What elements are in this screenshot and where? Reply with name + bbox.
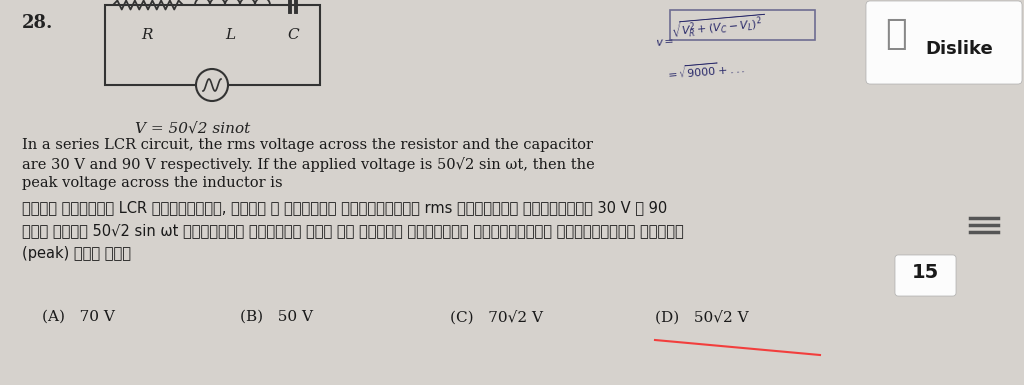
FancyBboxPatch shape — [866, 1, 1022, 84]
Text: In a series LCR circuit, the rms voltage across the resistor and the capacitor: In a series LCR circuit, the rms voltage… — [22, 138, 593, 152]
Text: peak voltage across the inductor is: peak voltage across the inductor is — [22, 176, 283, 190]
Text: 👎: 👎 — [885, 17, 906, 51]
Circle shape — [196, 69, 228, 101]
Text: $v = $: $v = $ — [655, 36, 675, 48]
Text: (peak) মান হবে: (peak) মান হবে — [22, 246, 131, 261]
Text: একটি শ্রেণী LCR বর্তনীতে, রোধক ও ধারকের প্রান্তীয় rms ভোল্টেজ যথাক্রমে 30 V ও 90: একটি শ্রেণী LCR বর্তনীতে, রোধক ও ধারকের … — [22, 200, 668, 215]
Bar — [105, 5, 319, 85]
Text: (A)   70 V: (A) 70 V — [42, 310, 115, 324]
Text: (C)   70√2 V: (C) 70√2 V — [450, 310, 543, 324]
Text: (B)   50 V: (B) 50 V — [240, 310, 313, 324]
Text: $= \sqrt{9000} + ...$: $= \sqrt{9000} + ...$ — [665, 58, 746, 82]
Text: 15: 15 — [911, 263, 939, 282]
Bar — [670, 10, 815, 40]
Text: R: R — [141, 28, 153, 42]
Text: V = 50√2 sinot: V = 50√2 sinot — [135, 121, 250, 135]
Text: $\sqrt{V_R^2 + (V_C - V_L)^2}$: $\sqrt{V_R^2 + (V_C - V_L)^2}$ — [670, 13, 766, 42]
Text: L: L — [225, 28, 236, 42]
FancyBboxPatch shape — [895, 255, 956, 296]
Text: (D)   50√2 V: (D) 50√2 V — [655, 310, 749, 324]
Text: 28.: 28. — [22, 14, 53, 32]
Text: যদি উৎসে 50√2 sin ωt ভোল্টেজ প্রযোগ করা হয় তাহলে আবেশকের প্রান্তীয় ভোল্টেজের শীর: যদি উৎসে 50√2 sin ωt ভোল্টেজ প্রযোগ করা … — [22, 223, 684, 238]
Text: are 30 V and 90 V respectively. If the applied voltage is 50√2 sin ωt, then the: are 30 V and 90 V respectively. If the a… — [22, 157, 595, 172]
Text: Dislike: Dislike — [925, 40, 992, 58]
Text: C: C — [287, 28, 299, 42]
